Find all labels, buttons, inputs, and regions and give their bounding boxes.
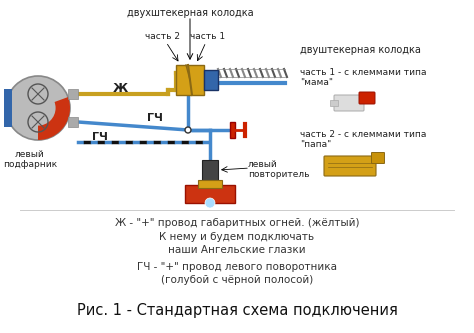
- Text: Ж - "+" провод габаритных огней. (жёлтый): Ж - "+" провод габаритных огней. (жёлтый…: [115, 218, 359, 228]
- Circle shape: [185, 127, 191, 133]
- Circle shape: [205, 198, 215, 208]
- Text: наши Ангельские глазки: наши Ангельские глазки: [168, 245, 306, 255]
- FancyBboxPatch shape: [68, 117, 78, 127]
- Text: часть 1: часть 1: [191, 32, 226, 41]
- Text: двуштекерная колодка: двуштекерная колодка: [300, 45, 421, 55]
- FancyBboxPatch shape: [185, 185, 235, 203]
- Circle shape: [6, 76, 70, 140]
- Text: ГЧ - "+" провод левого поворотника: ГЧ - "+" провод левого поворотника: [137, 262, 337, 272]
- Text: ГЧ: ГЧ: [147, 113, 163, 123]
- FancyBboxPatch shape: [359, 92, 375, 104]
- Text: часть 2: часть 2: [146, 32, 181, 41]
- Text: двухштекерная колодка: двухштекерная колодка: [127, 8, 253, 18]
- FancyBboxPatch shape: [372, 153, 384, 164]
- Text: Ж: Ж: [112, 82, 128, 95]
- Text: левый
повторитель: левый повторитель: [248, 160, 310, 179]
- Text: К нему и будем подключать: К нему и будем подключать: [159, 232, 315, 242]
- Text: левый
подфарник: левый подфарник: [3, 150, 57, 169]
- FancyBboxPatch shape: [204, 70, 218, 90]
- FancyBboxPatch shape: [324, 156, 376, 176]
- FancyBboxPatch shape: [198, 180, 222, 188]
- FancyBboxPatch shape: [176, 65, 204, 95]
- Text: Рис. 1 - Стандартная схема подключения: Рис. 1 - Стандартная схема подключения: [77, 303, 397, 318]
- Text: (голубой с чёрной полосой): (голубой с чёрной полосой): [161, 275, 313, 285]
- Wedge shape: [38, 97, 70, 140]
- Text: часть 2 - с клеммами типа
"папа": часть 2 - с клеммами типа "папа": [300, 130, 427, 150]
- Text: часть 1 - с клеммами типа
"мама": часть 1 - с клеммами типа "мама": [300, 68, 427, 87]
- FancyBboxPatch shape: [330, 100, 338, 106]
- FancyBboxPatch shape: [230, 122, 235, 138]
- Text: ГЧ: ГЧ: [92, 132, 108, 142]
- FancyBboxPatch shape: [4, 89, 12, 127]
- FancyBboxPatch shape: [68, 89, 78, 99]
- FancyBboxPatch shape: [202, 160, 218, 186]
- Circle shape: [20, 90, 55, 126]
- FancyBboxPatch shape: [334, 95, 364, 111]
